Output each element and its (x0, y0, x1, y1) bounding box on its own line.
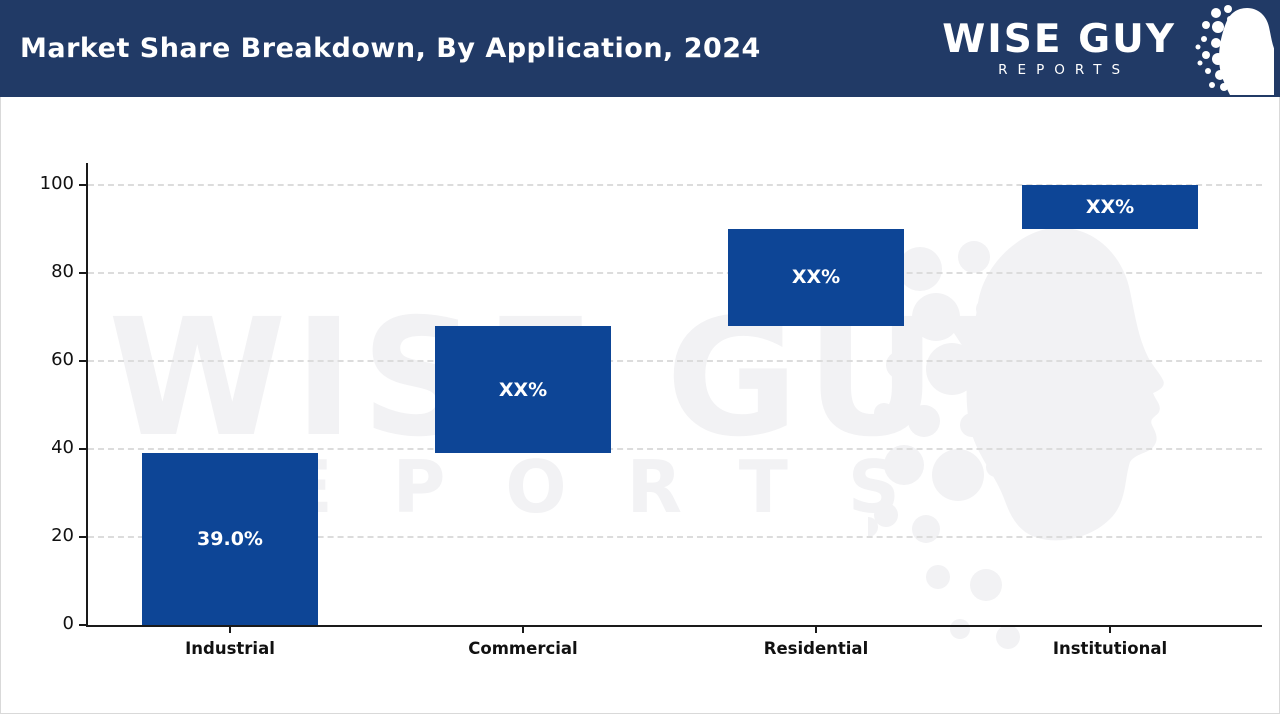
gridline-80 (88, 272, 1262, 274)
bar-value-label: 39.0% (197, 528, 263, 551)
x-category-label-commercial: Commercial (468, 639, 578, 658)
bar-industrial: 39.0% (142, 453, 318, 625)
y-tick-label-80: 80 (51, 261, 74, 282)
watermark-face-icon (868, 227, 1164, 649)
logo-brand-subtitle: REPORTS (998, 61, 1131, 78)
logo-brand-name: WISE GUY (942, 16, 1176, 62)
x-axis-spine (86, 625, 1262, 627)
x-tick-industrial (229, 627, 231, 633)
x-category-label-institutional: Institutional (1052, 639, 1168, 658)
logo-text: WISE GUY REPORTS (942, 16, 1176, 78)
y-axis-spine (86, 163, 88, 627)
x-tick-commercial (522, 627, 524, 633)
page-title: Market Share Breakdown, By Application, … (20, 33, 761, 64)
y-tick-label-0: 0 (62, 613, 74, 634)
gridline-40 (88, 448, 1262, 450)
bar-value-label: XX% (791, 266, 841, 289)
y-tick-80 (79, 272, 86, 274)
header-bar: Market Share Breakdown, By Application, … (0, 0, 1280, 97)
y-tick-100 (79, 184, 86, 186)
bar-residential: XX% (728, 229, 904, 326)
x-tick-institutional (1109, 627, 1111, 633)
y-tick-60 (79, 360, 86, 362)
y-tick-20 (79, 536, 86, 538)
y-tick-label-60: 60 (51, 349, 74, 370)
gridline-60 (88, 360, 1262, 362)
y-tick-0 (79, 624, 86, 626)
y-tick-label-40: 40 (51, 437, 74, 458)
gridline-100 (88, 184, 1262, 186)
y-tick-label-20: 20 (51, 525, 74, 546)
y-tick-label-100: 100 (39, 173, 74, 194)
x-category-label-industrial: Industrial (185, 639, 275, 658)
bar-commercial: XX% (435, 325, 611, 454)
logo-face-icon (1195, 4, 1274, 95)
x-tick-residential (815, 627, 817, 633)
x-category-label-residential: Residential (763, 639, 869, 658)
bar-value-label: XX% (1085, 196, 1135, 218)
bar-value-label: XX% (498, 378, 548, 401)
bar-institutional: XX% (1022, 185, 1198, 229)
wiseguy-logo: WISE GUY REPORTS (942, 3, 1274, 95)
gridline-20 (88, 536, 1262, 538)
y-tick-40 (79, 448, 86, 450)
